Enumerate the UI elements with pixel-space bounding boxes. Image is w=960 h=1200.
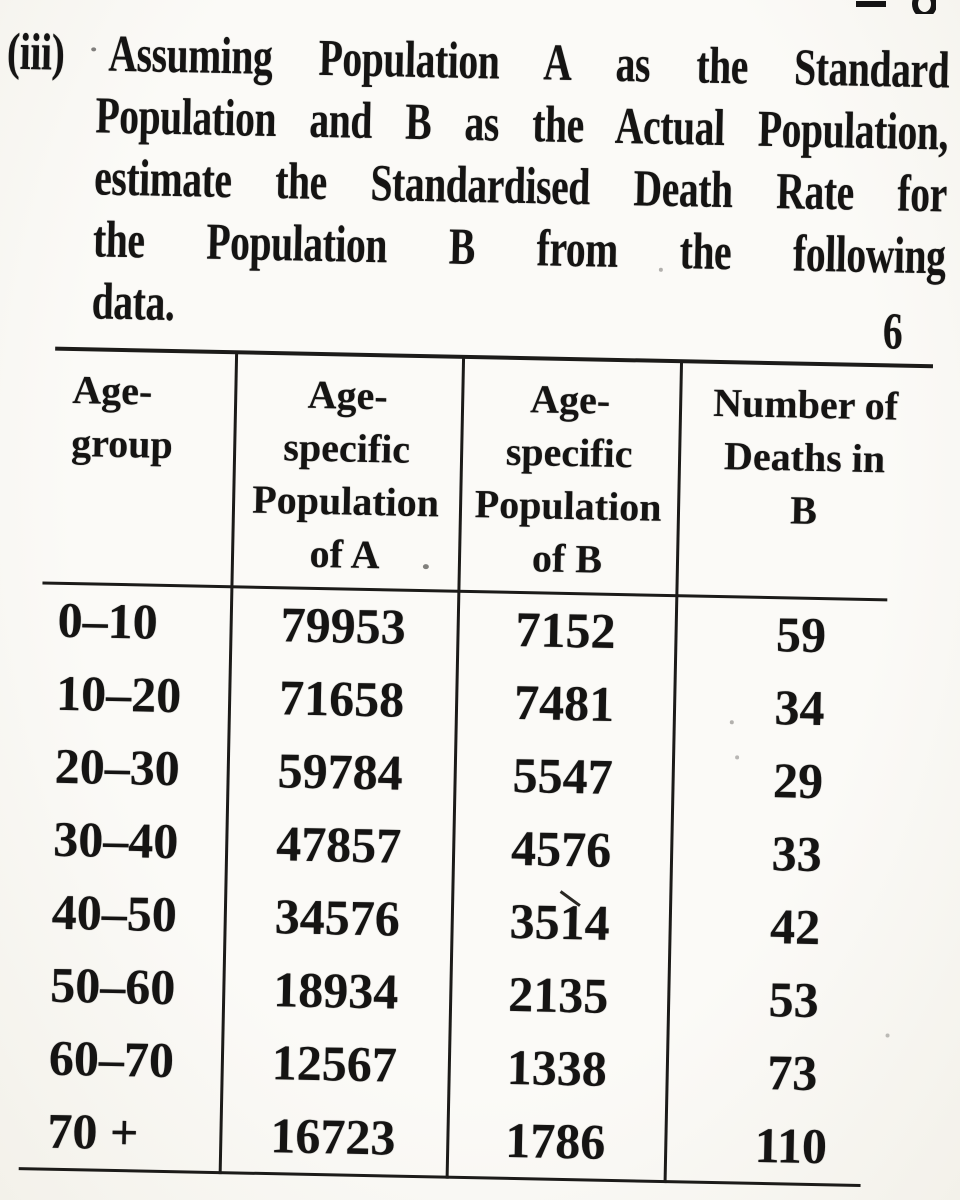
table-cell: 79953: [280, 596, 407, 655]
table-cell: 110: [754, 1116, 828, 1175]
table-cell: 2135: [507, 965, 609, 1024]
table-cell: 7152: [515, 600, 617, 659]
table-cell: 30–40: [52, 810, 179, 870]
table-cell: 50–60: [49, 956, 176, 1016]
header-deaths-b: Number of Deaths in B: [712, 379, 899, 533]
scan-speck: [885, 1033, 890, 1038]
page-cut-mark-dash: [856, 1, 886, 7]
table-cell: 40–50: [51, 883, 178, 943]
scan-speck: [658, 267, 663, 272]
table-cell: 59: [775, 606, 827, 664]
page-content: (iii) Assuming Population A as the Stand…: [0, 8, 954, 1191]
table-cell: 53: [768, 971, 820, 1029]
table-cell: 33: [771, 825, 823, 883]
table-cell: 29: [772, 752, 824, 810]
header-age-group: Age- group: [70, 367, 174, 468]
table-cell: 70 +: [46, 1102, 140, 1161]
question-block: (iii) Assuming Population A as the Stand…: [0, 8, 954, 361]
question-line-5-text: data.: [91, 273, 176, 333]
table-cell: 12567: [271, 1034, 398, 1093]
table-cell: 47857: [275, 815, 402, 874]
table-body: 0–10 79953 7152 59 10–20 71658 7481 34 20–30 5978…: [31, 583, 929, 1185]
table-cell: 60–70: [48, 1029, 175, 1089]
table-cell: 1338: [506, 1038, 608, 1097]
question-text-wrap: (iii) Assuming Population A as the Stand…: [2, 22, 950, 361]
header-population-b: Age- specific Population of B: [474, 376, 662, 582]
header-population-a: Age- specific Population of A: [251, 371, 440, 578]
table-cell: 5547: [512, 746, 614, 805]
scan-speck: [729, 720, 734, 725]
scan-speck: [735, 755, 740, 760]
table-cell: 59784: [277, 742, 404, 801]
table-cell: 20–30: [54, 737, 181, 797]
table-cell: 42: [769, 898, 821, 956]
table-cell: 10–20: [55, 664, 182, 724]
table-cell: 7481: [513, 673, 615, 732]
data-table: Age- group Age- specific Population of A…: [18, 346, 934, 1190]
table-cell: 71658: [278, 669, 405, 728]
scan-speck: [422, 564, 429, 570]
scan-speck: [91, 47, 97, 52]
marks-value: 6: [882, 303, 903, 361]
table-header-row: Age- group Age- specific Population of A…: [42, 348, 933, 601]
table-cell: 3514: [509, 892, 611, 951]
table-cell: 34: [774, 679, 826, 737]
table-cell: 34576: [274, 888, 401, 947]
table-cell: 4576: [510, 819, 612, 878]
table-cell: 18934: [272, 961, 399, 1020]
page-cut-mark-ring: [912, 0, 936, 14]
table-cell: 16723: [269, 1107, 396, 1166]
table-cell: 0–10: [57, 591, 159, 650]
table-cell: 1786: [504, 1111, 606, 1170]
table-cell: 73: [766, 1044, 818, 1102]
question-number: (iii): [6, 23, 66, 82]
page-cut-mark-glyph: [911, 0, 936, 14]
